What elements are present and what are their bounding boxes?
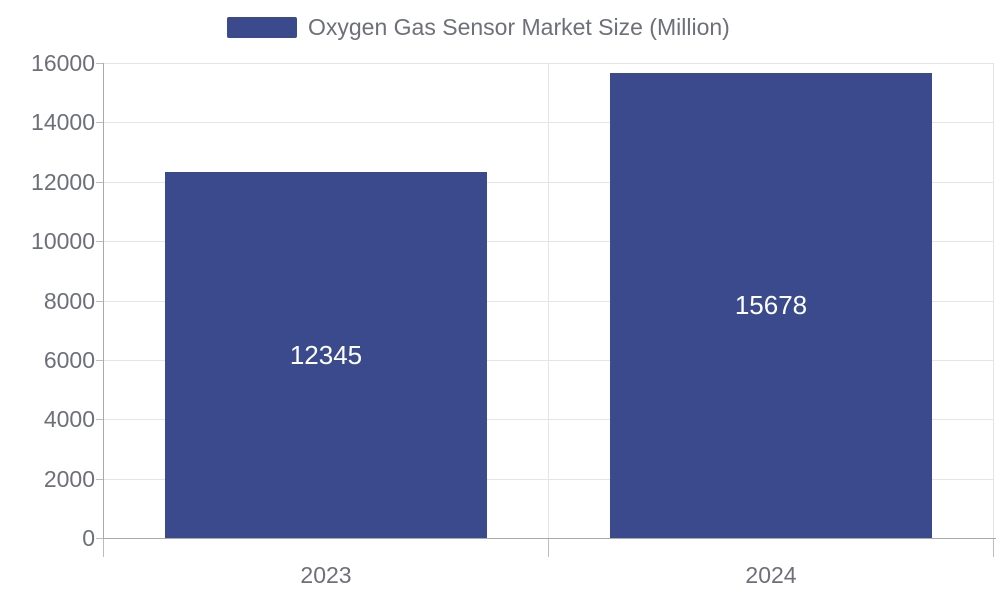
- y-tick-mark: [96, 63, 103, 64]
- y-axis-tick-label: 0: [82, 525, 95, 551]
- y-axis-tick-label: 16000: [31, 50, 95, 76]
- legend-swatch: [227, 17, 297, 38]
- y-axis-tick-label: 14000: [31, 109, 95, 135]
- y-axis-tick-label: 8000: [43, 288, 95, 314]
- y-axis-tick-label: 10000: [31, 228, 95, 254]
- x-axis-line: [103, 538, 996, 539]
- x-tick-mark: [993, 538, 994, 557]
- legend-label: Oxygen Gas Sensor Market Size (Million): [308, 14, 730, 40]
- y-axis-tick-label: 4000: [43, 406, 95, 432]
- y-tick-mark: [96, 419, 103, 420]
- x-tick-mark: [548, 538, 549, 557]
- y-tick-mark: [96, 122, 103, 123]
- y-axis-tick-label: 12000: [31, 169, 95, 195]
- y-tick-mark: [96, 360, 103, 361]
- y-axis-tick-label: 2000: [43, 466, 95, 492]
- y-tick-mark: [96, 182, 103, 183]
- bar-value-label: 15678: [734, 290, 808, 320]
- y-tick-mark: [96, 241, 103, 242]
- bar-2023[interactable]: [165, 172, 487, 538]
- y-tick-mark: [96, 479, 103, 480]
- bar-value-label: 12345: [289, 340, 363, 370]
- x-splitline: [548, 63, 549, 538]
- bar-2024[interactable]: [610, 73, 932, 538]
- y-axis-line: [103, 63, 104, 538]
- y-tick-mark: [96, 301, 103, 302]
- x-splitline: [993, 63, 994, 538]
- x-axis-category-label: 2024: [745, 562, 797, 588]
- x-tick-mark: [103, 538, 104, 557]
- y-tick-mark: [96, 538, 103, 539]
- legend-item[interactable]: Oxygen Gas Sensor Market Size (Million): [227, 14, 730, 41]
- x-axis-category-label: 2023: [300, 562, 352, 588]
- y-axis-tick-label: 6000: [43, 347, 95, 373]
